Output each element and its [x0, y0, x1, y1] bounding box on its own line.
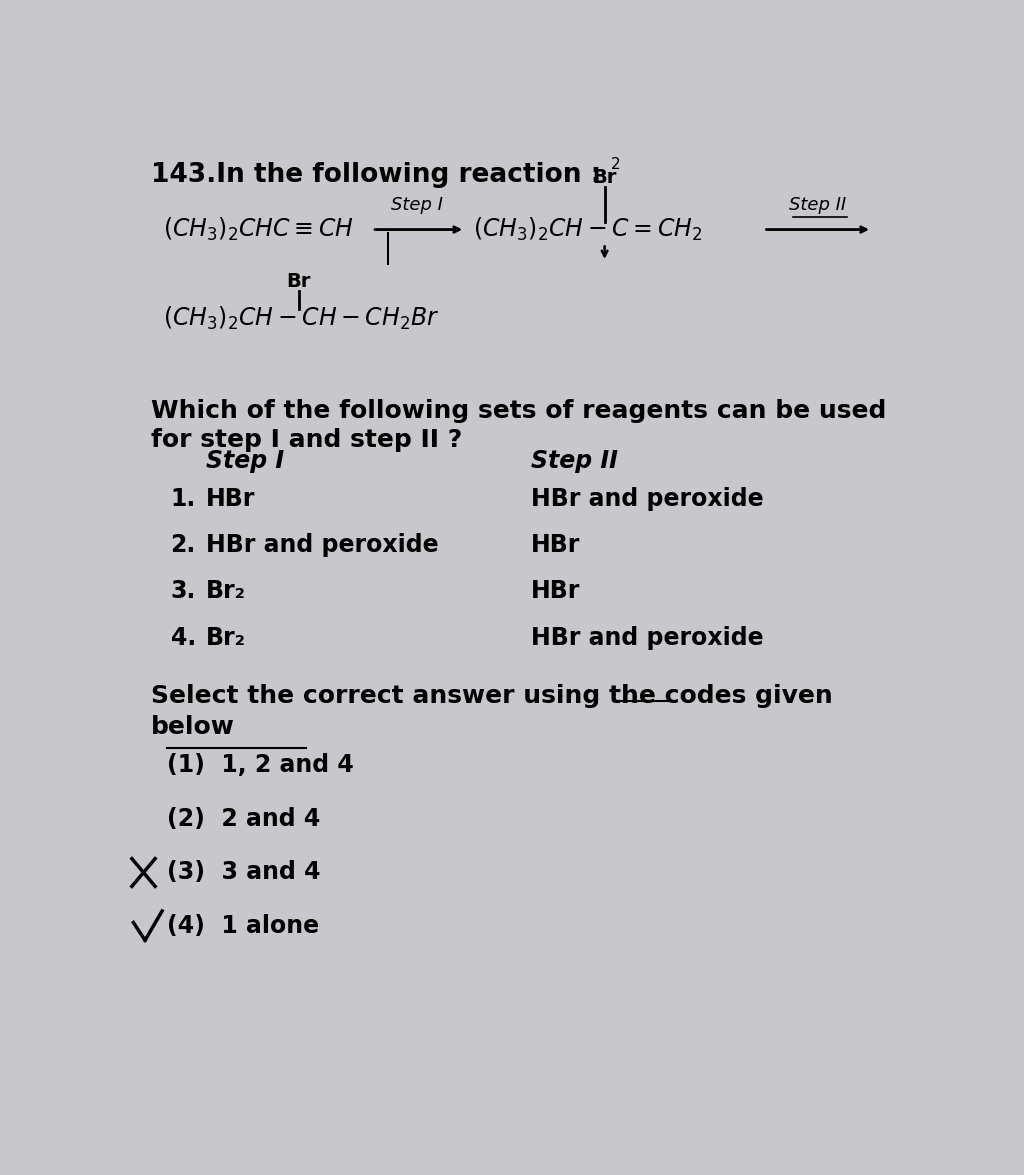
Text: (3)  3 and 4: (3) 3 and 4 [167, 860, 321, 885]
Text: HBr and peroxide: HBr and peroxide [531, 488, 764, 511]
Text: Br₂: Br₂ [206, 625, 246, 650]
Text: Step II: Step II [790, 196, 846, 214]
Text: Step I: Step I [391, 196, 443, 214]
Text: 3.: 3. [171, 579, 196, 604]
Text: 143.In the following reaction :: 143.In the following reaction : [152, 162, 601, 188]
Text: HBr: HBr [531, 533, 581, 557]
Text: Step II: Step II [531, 449, 617, 472]
Text: Br₂: Br₂ [206, 579, 246, 604]
Text: Br: Br [593, 168, 616, 187]
Text: (2)  2 and 4: (2) 2 and 4 [167, 806, 319, 831]
Text: HBr and peroxide: HBr and peroxide [206, 533, 438, 557]
Text: HBr and peroxide: HBr and peroxide [531, 625, 764, 650]
Text: 2.: 2. [171, 533, 196, 557]
Text: 1.: 1. [171, 488, 196, 511]
Text: (4)  1 alone: (4) 1 alone [167, 914, 318, 939]
Text: $(CH_3)_2CH-CH-CH_2Br$: $(CH_3)_2CH-CH-CH_2Br$ [163, 304, 439, 331]
Text: HBr: HBr [206, 488, 255, 511]
Text: (1)  1, 2 and 4: (1) 1, 2 and 4 [167, 753, 353, 777]
Text: Step I: Step I [206, 449, 284, 472]
Text: Select the correct answer using the codes given: Select the correct answer using the code… [152, 684, 833, 707]
Text: below: below [152, 714, 236, 739]
Text: Which of the following sets of reagents can be used: Which of the following sets of reagents … [152, 400, 887, 423]
Text: 4.: 4. [171, 625, 196, 650]
Text: Br: Br [287, 271, 310, 290]
Text: HBr: HBr [531, 579, 581, 604]
Text: $(CH_3)_2CHC \equiv CH$: $(CH_3)_2CHC \equiv CH$ [163, 216, 353, 243]
Text: 2: 2 [610, 156, 621, 172]
Text: for step I and step II ?: for step I and step II ? [152, 428, 463, 452]
Text: $(CH_3)_2CH-C=CH_2$: $(CH_3)_2CH-C=CH_2$ [473, 216, 702, 243]
